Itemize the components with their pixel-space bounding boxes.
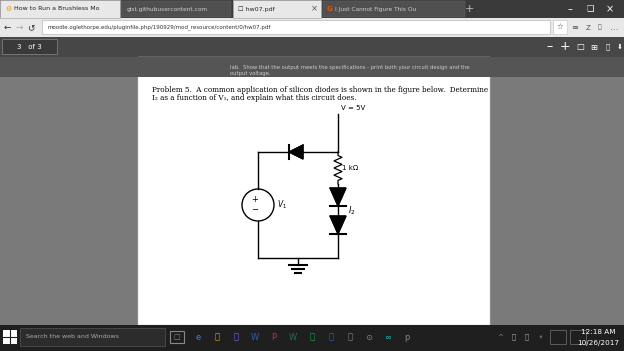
Polygon shape (330, 188, 346, 206)
Text: moodle.oglethorpe.edu/pluginfile.php/190929/mod_resource/content/0/hw07.pdf: moodle.oglethorpe.edu/pluginfile.php/190… (47, 25, 270, 30)
Text: ❑: ❑ (587, 5, 594, 13)
Text: +: + (464, 4, 474, 14)
Text: □: □ (576, 42, 584, 52)
Bar (3, 330, 17, 344)
Text: gist.githubusercontent.com: gist.githubusercontent.com (127, 7, 208, 12)
Text: ≡: ≡ (572, 23, 578, 32)
Text: I Just Cannot Figure This Ou: I Just Cannot Figure This Ou (335, 7, 416, 12)
Text: Problem 5.  A common application of silicon diodes is shown in the figure below.: Problem 5. A common application of silic… (152, 86, 488, 94)
Text: 📶: 📶 (525, 334, 529, 340)
Bar (0, 57, 624, 325)
Bar (42, 20, 550, 34)
Text: 📗: 📗 (310, 332, 314, 342)
Polygon shape (330, 216, 346, 234)
Text: $V_1$: $V_1$ (277, 199, 287, 211)
Bar (0, 0, 624, 18)
Text: □: □ (173, 334, 180, 340)
Bar (570, 330, 586, 344)
Text: V = 5V: V = 5V (341, 105, 365, 111)
Text: +: + (560, 40, 570, 53)
Bar (20, 328, 165, 346)
Bar (170, 331, 184, 343)
Text: ∞: ∞ (384, 332, 391, 342)
Text: ×: × (606, 4, 614, 14)
Text: ⊙: ⊙ (366, 332, 373, 342)
Text: 10/26/2017: 10/26/2017 (577, 340, 619, 346)
Text: ^: ^ (497, 334, 503, 340)
Text: +: + (251, 196, 258, 205)
Text: P: P (271, 332, 276, 342)
Bar (121, 1, 231, 17)
Text: 🔒: 🔒 (598, 25, 602, 30)
Text: ×: × (311, 5, 318, 13)
Bar (2, 39, 57, 54)
Text: 🔊: 🔊 (512, 334, 516, 340)
Text: How to Run a Brushless Mo: How to Run a Brushless Mo (14, 7, 99, 12)
Text: G: G (327, 6, 333, 12)
Text: I₂ as a function of V₁, and explain what this circuit does.: I₂ as a function of V₁, and explain what… (152, 94, 356, 102)
Text: ⬇: ⬇ (617, 44, 623, 50)
Text: lab.  Show that the output meets the specifications - print both your circuit de: lab. Show that the output meets the spec… (230, 65, 470, 69)
Text: e: e (195, 332, 201, 342)
Text: p: p (404, 332, 410, 342)
Text: ⚙: ⚙ (5, 6, 11, 12)
Text: ←: ← (3, 23, 11, 32)
Text: →: → (15, 23, 22, 32)
Text: 12:18 AM: 12:18 AM (581, 329, 615, 335)
Text: $I_2$: $I_2$ (348, 205, 356, 217)
Bar (233, 0, 321, 18)
Bar (0, 0, 120, 18)
Text: –: – (568, 4, 572, 14)
Text: ☐ hw07.pdf: ☐ hw07.pdf (238, 6, 275, 12)
Text: ☆: ☆ (557, 23, 563, 32)
Text: 🔒: 🔒 (606, 44, 610, 50)
Text: 🎵: 🎵 (348, 332, 353, 342)
Text: 3   of 3: 3 of 3 (17, 44, 41, 50)
Text: ↺: ↺ (27, 23, 35, 32)
Text: ⊞: ⊞ (590, 42, 598, 52)
Text: 📔: 📔 (233, 332, 238, 342)
Text: output voltage.: output voltage. (230, 72, 270, 77)
Bar (323, 1, 465, 17)
Bar (138, 57, 490, 325)
Text: …: … (610, 23, 618, 32)
Text: ⚡: ⚡ (538, 335, 542, 339)
Bar (0, 57, 624, 77)
Bar (553, 20, 567, 34)
Text: W: W (251, 332, 259, 342)
Bar (0, 325, 624, 351)
Text: Search the web and Windows: Search the web and Windows (26, 335, 119, 339)
Bar (0, 18, 624, 37)
Text: –: – (547, 40, 553, 53)
Bar (550, 330, 566, 344)
Text: 📁: 📁 (215, 332, 220, 342)
Text: Z: Z (585, 25, 590, 31)
Text: W: W (289, 332, 297, 342)
Polygon shape (289, 145, 303, 159)
Text: 1 kΩ: 1 kΩ (342, 165, 358, 171)
Text: 📘: 📘 (328, 332, 333, 342)
Bar (0, 37, 624, 57)
Text: −: − (251, 205, 258, 214)
